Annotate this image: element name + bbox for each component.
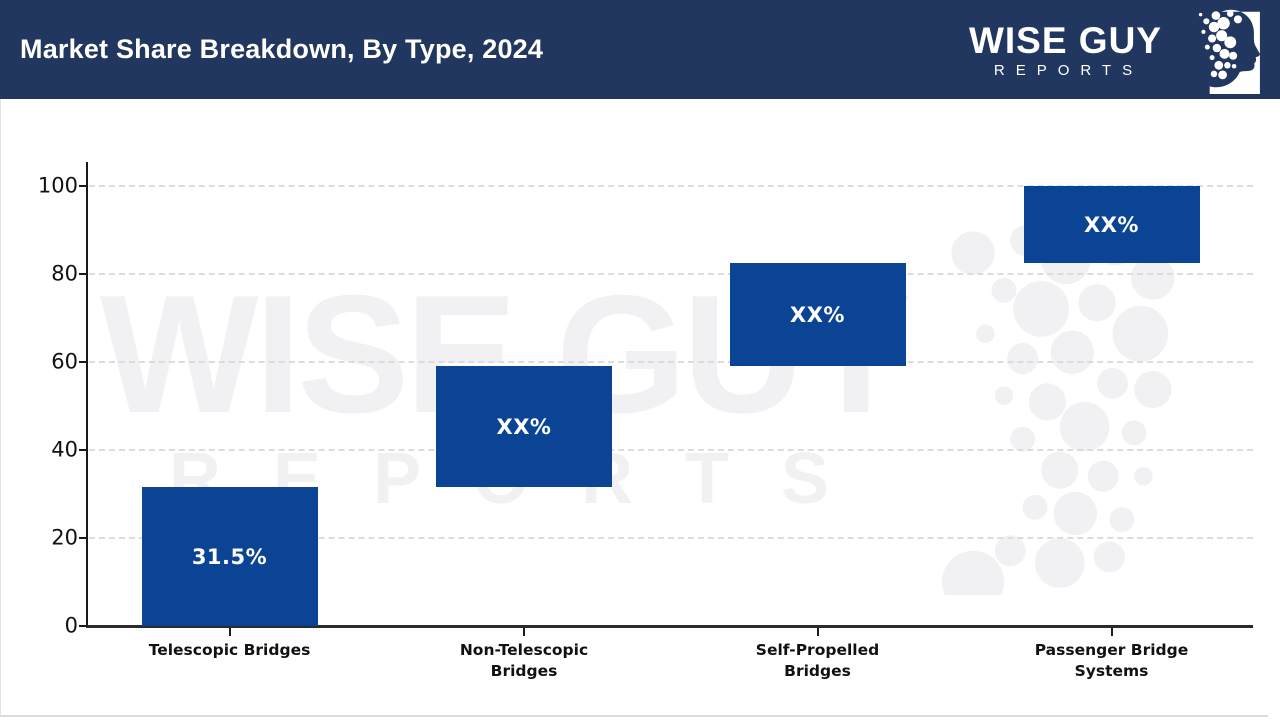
bar-segment: XX% [436, 366, 612, 488]
y-tick-mark [79, 537, 87, 539]
logo-sub: REPORTS [993, 61, 1144, 79]
y-tick-label: 20 [51, 525, 78, 550]
bar-value-label: XX% [1084, 212, 1139, 237]
logo-text: WISE GUY REPORTS [969, 22, 1162, 78]
y-tick-mark [79, 625, 87, 627]
y-tick-label: 40 [51, 437, 78, 462]
bar-segment: XX% [729, 263, 906, 367]
y-tick-label: 60 [51, 349, 78, 374]
x-category-label: Non-Telescopic Bridges [459, 641, 589, 680]
gridline-y40 [89, 449, 1253, 451]
wise-guy-logo: WISE GUY REPORTS [969, 6, 1262, 94]
y-axis-line [86, 162, 88, 627]
bar-value-label: 31.5% [191, 544, 268, 569]
x-tick-mark [228, 628, 231, 636]
y-tick-mark [79, 273, 87, 275]
y-tick-label: 0 [64, 613, 78, 638]
bottom-edge-line [0, 715, 1268, 717]
y-tick-mark [79, 449, 87, 451]
left-edge-line [0, 99, 1, 716]
x-tick-mark [816, 628, 819, 636]
x-tick-mark [523, 628, 525, 636]
gridline-y20 [89, 537, 1253, 539]
gridline-y100 [89, 185, 1253, 187]
gridline-y60 [89, 361, 1253, 363]
y-tick-mark [79, 361, 87, 363]
x-category-label: Passenger Bridge Systems [1034, 641, 1189, 680]
x-tick-mark [1110, 628, 1113, 636]
bar-segment: 31.5% [141, 487, 318, 626]
y-tick-label: 100 [37, 173, 78, 198]
logo-name: WISE GUY [968, 19, 1162, 61]
x-category-label: Telescopic Bridges [148, 641, 311, 659]
page-title: Market Share Breakdown, By Type, 2024 [20, 34, 544, 64]
header-banner: Market Share Breakdown, By Type, 2024 WI… [0, 0, 1280, 99]
x-category-label: Self-Propelled Bridges [755, 641, 880, 680]
logo-head-icon [1198, 9, 1260, 94]
bar-segment: XX% [1023, 186, 1200, 263]
bar-value-label: XX% [790, 302, 845, 327]
y-tick-mark [79, 185, 87, 187]
bar-value-label: XX% [496, 414, 552, 439]
y-tick-label: 80 [51, 261, 78, 286]
gridline-y80 [89, 273, 1253, 275]
x-axis-line [86, 625, 1253, 628]
